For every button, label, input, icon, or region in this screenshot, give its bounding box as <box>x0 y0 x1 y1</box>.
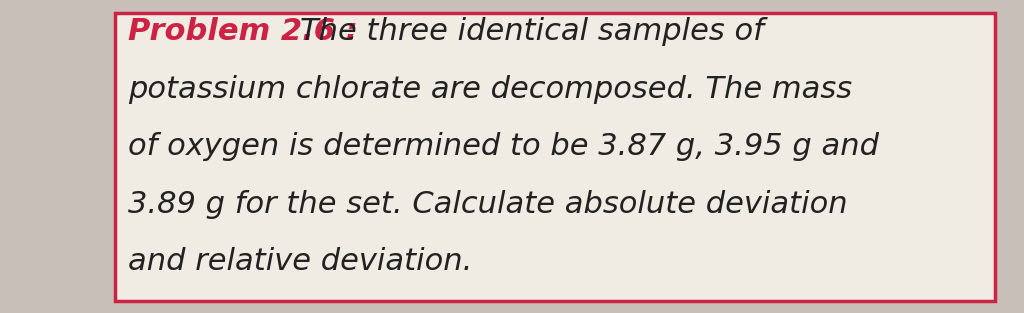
Text: Problem 2.6 :: Problem 2.6 : <box>128 17 369 46</box>
Text: potassium chlorate are decomposed. The mass: potassium chlorate are decomposed. The m… <box>128 75 852 104</box>
Text: 3.89 g for the set. Calculate absolute deviation: 3.89 g for the set. Calculate absolute d… <box>128 190 848 219</box>
Text: of oxygen is determined to be 3.87 g, 3.95 g and: of oxygen is determined to be 3.87 g, 3.… <box>128 132 879 161</box>
FancyBboxPatch shape <box>115 13 995 301</box>
Text: and relative deviation.: and relative deviation. <box>128 247 472 276</box>
Text: The three identical samples of: The three identical samples of <box>300 17 764 46</box>
